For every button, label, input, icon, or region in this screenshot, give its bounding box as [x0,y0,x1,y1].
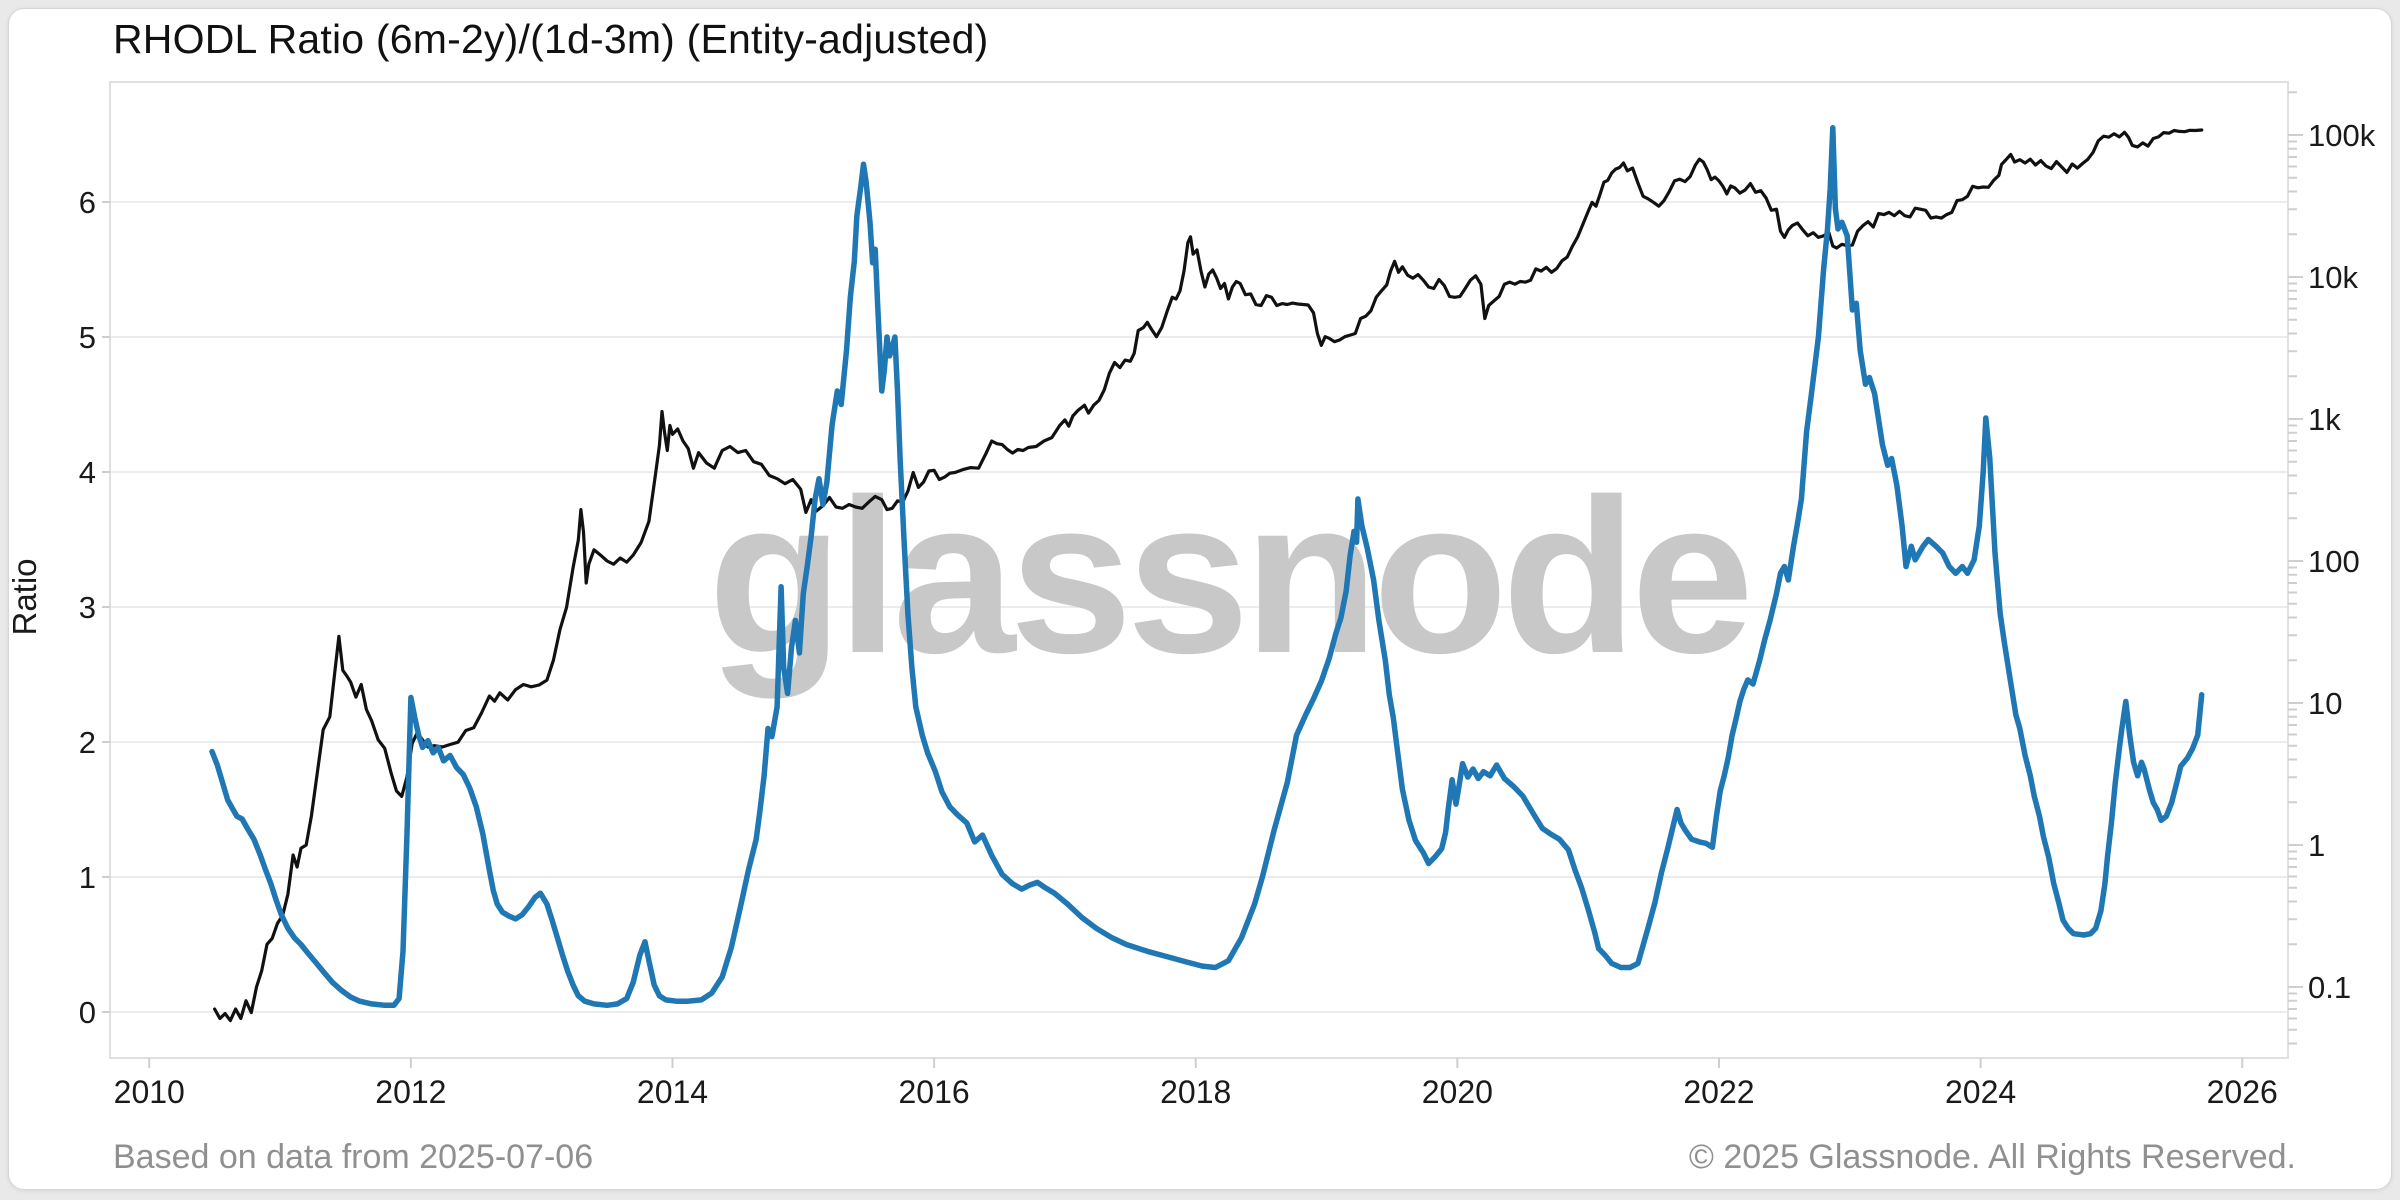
footer-copyright: © 2025 Glassnode. All Rights Reserved. [1688,1138,2296,1176]
page-title: RHODL Ratio (6m-2y)/(1d-3m) (Entity-adju… [113,16,989,62]
chart-card [8,8,2392,1190]
footer-data-source: Based on data from 2025-07-06 [113,1138,594,1176]
